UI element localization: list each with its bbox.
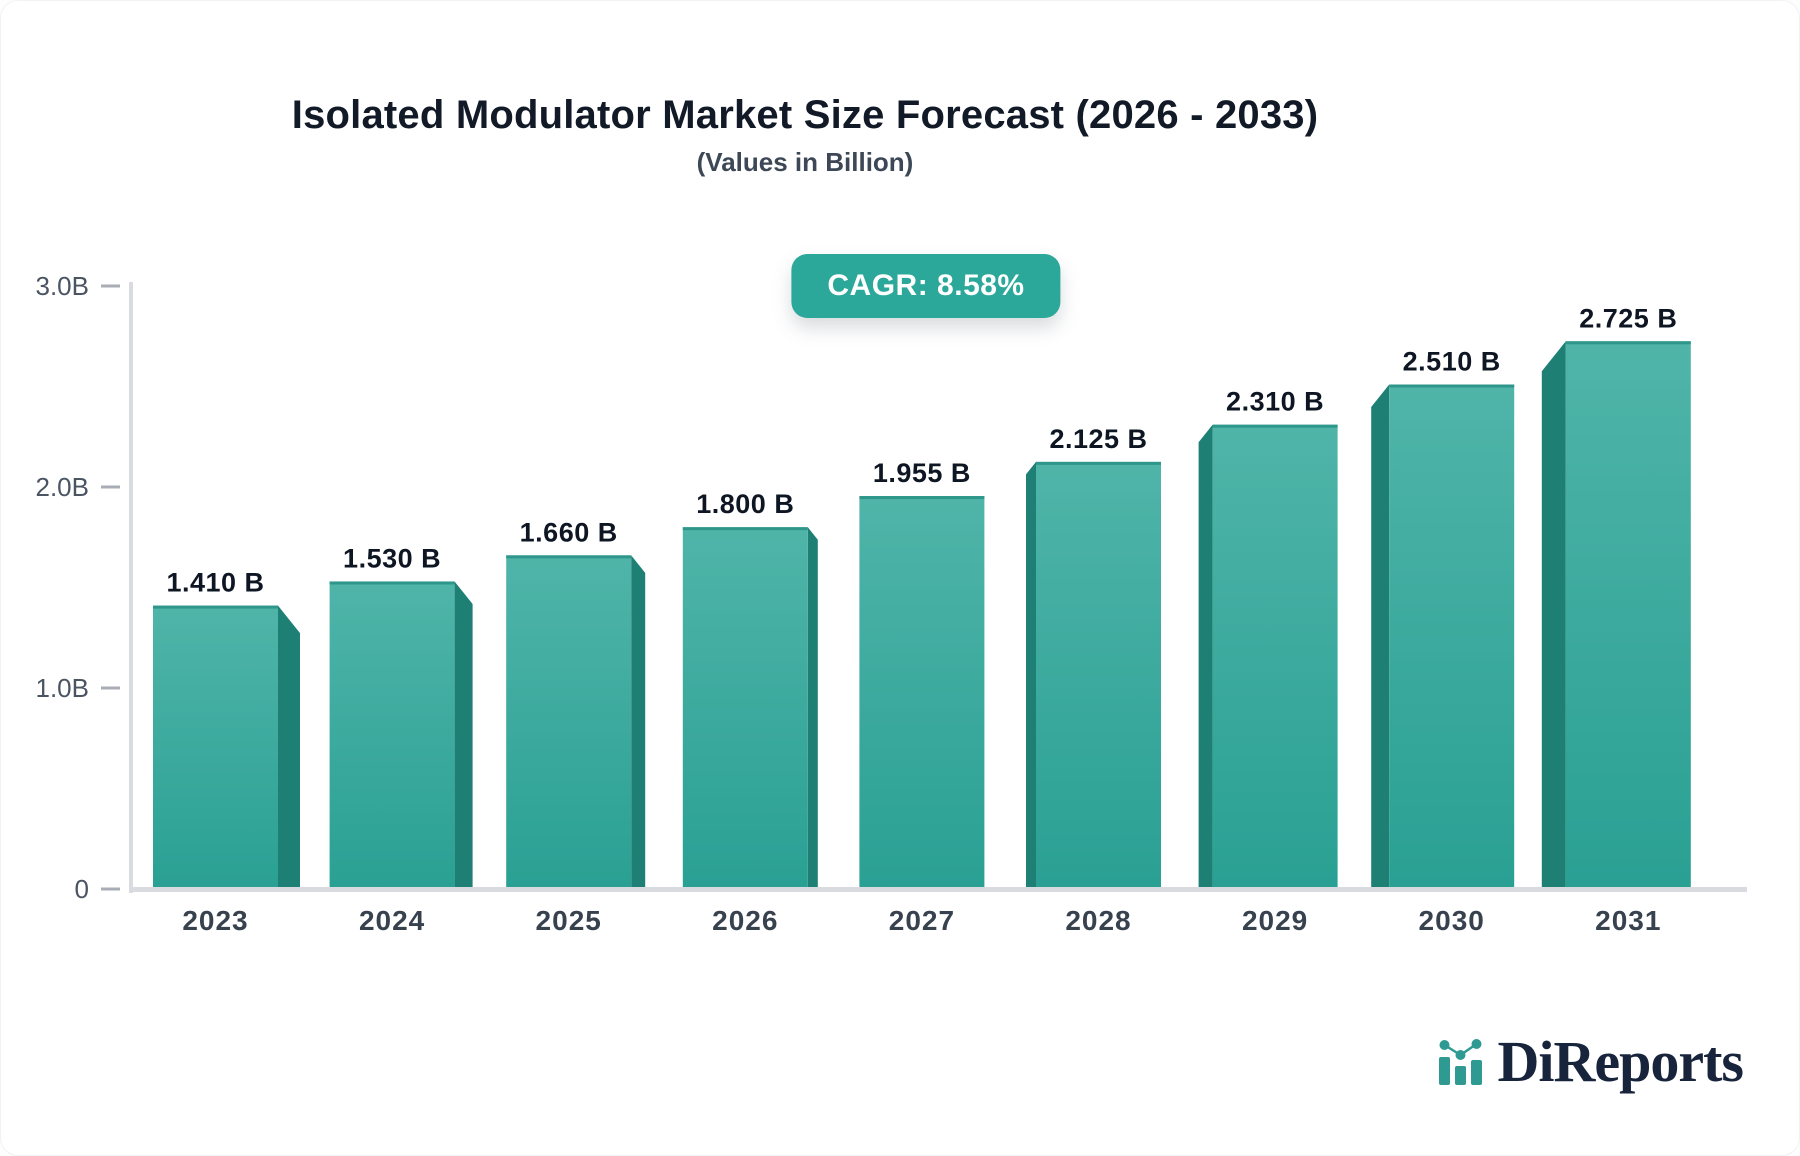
- bar-value-label: 2.510 B: [1403, 346, 1501, 376]
- x-category-label: 2026: [712, 905, 778, 936]
- bar-top-edge: [153, 605, 278, 609]
- bar-top-edge: [1565, 341, 1691, 345]
- y-tick-label: 3.0B: [36, 271, 90, 301]
- bar-top-edge: [1389, 384, 1515, 388]
- bar-face: [153, 605, 278, 892]
- bar-face: [1565, 341, 1691, 892]
- bar-side-face: [278, 605, 300, 892]
- bar-value-label: 1.800 B: [696, 489, 794, 519]
- x-category-label: 2025: [536, 905, 602, 936]
- bar-value-label: 1.530 B: [343, 543, 441, 573]
- y-tick-label: 0: [75, 874, 89, 904]
- bar-2031: 2.725 B 2031: [1541, 303, 1691, 936]
- bar-2024: 1.530 B 2024: [329, 543, 473, 936]
- bar-side-face: [1026, 461, 1036, 892]
- bar-face: [1389, 384, 1515, 892]
- y-tick-label: 2.0B: [36, 472, 90, 502]
- bar-top-edge: [329, 581, 455, 585]
- y-axis-line: [129, 282, 133, 893]
- bar-value-label: 2.125 B: [1049, 424, 1147, 454]
- bar-top-edge: [859, 496, 985, 500]
- bar-side-face: [631, 555, 646, 892]
- x-category-label: 2023: [182, 905, 248, 936]
- bar-2027: 1.955 B 2027: [859, 458, 985, 936]
- bar-side-face: [1541, 341, 1566, 892]
- bar-face: [1036, 461, 1161, 892]
- bar-2029: 2.310 B 2029: [1198, 387, 1338, 936]
- x-category-label: 2028: [1065, 905, 1131, 936]
- bar-2025: 1.660 B 2025: [506, 517, 646, 936]
- bar-face: [329, 581, 455, 892]
- bar-value-label: 1.660 B: [520, 517, 618, 547]
- bar-chart-trend-logo-icon: [1439, 1039, 1483, 1085]
- chart-subtitle: (Values in Billion): [696, 147, 914, 177]
- bar-top-edge: [506, 555, 632, 559]
- bar-value-label: 1.410 B: [166, 568, 264, 598]
- bar-side-face: [807, 527, 818, 892]
- chart-title: Isolated Modulator Market Size Forecast …: [291, 93, 1319, 137]
- bar-top-edge: [682, 527, 808, 531]
- brand-name: DiReports: [1497, 1029, 1744, 1094]
- x-category-label: 2029: [1242, 905, 1308, 936]
- x-category-label: 2030: [1419, 905, 1485, 936]
- y-tick-label: 1.0B: [36, 673, 90, 703]
- bar-side-face: [1198, 424, 1213, 892]
- y-axis-ticks: 0 1.0B 2.0B 3.0B: [36, 271, 120, 904]
- bar-face: [682, 527, 808, 892]
- x-category-label: 2024: [359, 905, 425, 936]
- x-category-label: 2027: [889, 905, 955, 936]
- bar-2026: 1.800 B 2026: [682, 489, 818, 936]
- bar-value-label: 1.955 B: [873, 458, 971, 488]
- bar-value-label: 2.725 B: [1579, 303, 1677, 333]
- brand-logo: DiReports: [1437, 1029, 1744, 1094]
- bar-top-edge: [1036, 461, 1161, 465]
- bar-2023: 1.410 B 2023: [153, 568, 300, 936]
- bar-face: [1212, 424, 1338, 892]
- bar-face: [506, 555, 632, 892]
- cagr-badge: CAGR: 8.58%: [791, 254, 1061, 318]
- x-axis-line: [129, 887, 1747, 892]
- bar-face: [859, 496, 985, 892]
- bar-side-face: [1371, 384, 1390, 892]
- bar-value-label: 2.310 B: [1226, 387, 1324, 417]
- bar-top-edge: [1212, 424, 1338, 428]
- bar-2030: 2.510 B 2030: [1371, 346, 1515, 936]
- bar-2028: 2.125 B 2028: [1026, 424, 1161, 936]
- x-category-label: 2031: [1595, 905, 1661, 936]
- bar-side-face: [454, 581, 473, 892]
